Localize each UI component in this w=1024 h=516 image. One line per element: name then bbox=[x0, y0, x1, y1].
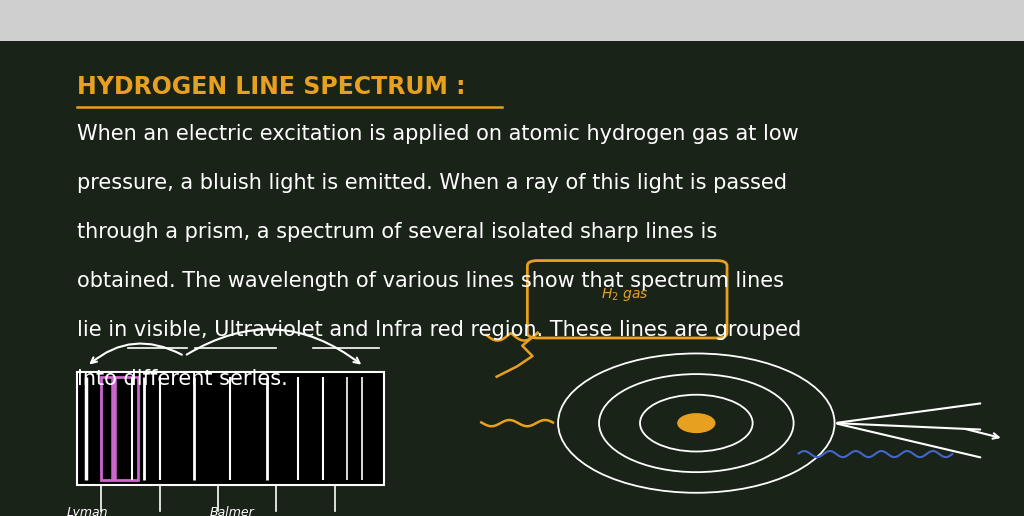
Text: Balmer: Balmer bbox=[210, 506, 255, 516]
Text: When an electric excitation is applied on atomic hydrogen gas at low: When an electric excitation is applied o… bbox=[77, 124, 799, 144]
Text: Lyman: Lyman bbox=[67, 506, 109, 516]
Circle shape bbox=[678, 414, 715, 432]
Text: $H_2$ gas: $H_2$ gas bbox=[601, 286, 648, 302]
Text: HYDROGEN LINE SPECTRUM :: HYDROGEN LINE SPECTRUM : bbox=[77, 75, 465, 99]
Text: pressure, a bluish light is emitted. When a ray of this light is passed: pressure, a bluish light is emitted. Whe… bbox=[77, 173, 786, 193]
Text: into different series.: into different series. bbox=[77, 369, 288, 389]
Text: obtained. The wavelength of various lines show that spectrum lines: obtained. The wavelength of various line… bbox=[77, 271, 783, 291]
FancyBboxPatch shape bbox=[77, 372, 384, 485]
Text: through a prism, a spectrum of several isolated sharp lines is: through a prism, a spectrum of several i… bbox=[77, 222, 717, 242]
FancyBboxPatch shape bbox=[0, 0, 1024, 41]
Text: lie in visible, Ultraviolet and Infra red region. These lines are grouped: lie in visible, Ultraviolet and Infra re… bbox=[77, 320, 801, 340]
